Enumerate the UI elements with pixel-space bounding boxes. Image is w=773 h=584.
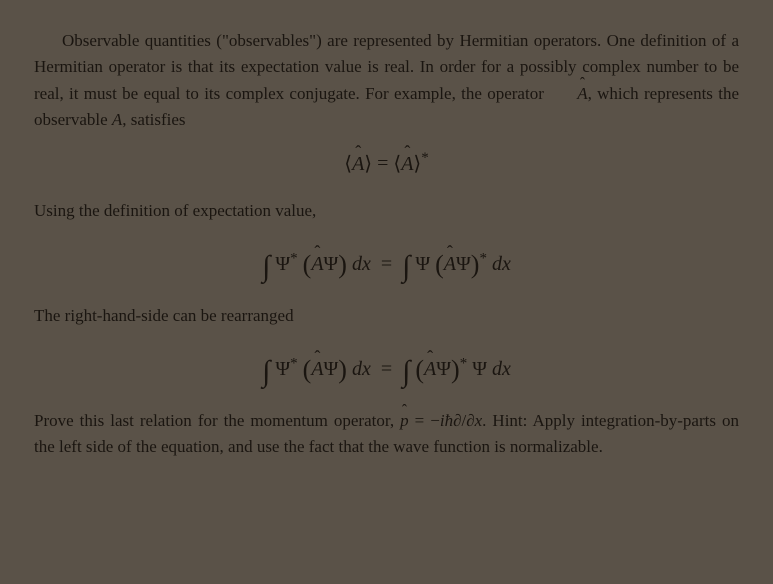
- paragraph-1: Observable quantities ("observables") ar…: [34, 28, 739, 133]
- paragraph-4: Prove this last relation for the momentu…: [34, 408, 739, 461]
- p4-text: Prove this last relation for the momentu…: [34, 411, 739, 456]
- equation-1: ⟨A⟩ = ⟨A⟩*: [34, 147, 739, 180]
- equation-3: ∫ Ψ* (AΨ) dx = ∫ (AΨ)* Ψ dx: [34, 343, 739, 390]
- paragraph-2: Using the definition of expectation valu…: [34, 198, 739, 224]
- equation-2: ∫ Ψ* (AΨ) dx = ∫ Ψ (AΨ)* dx: [34, 238, 739, 285]
- p1-text: Observable quantities ("observables") ar…: [34, 31, 739, 129]
- page-content: Observable quantities ("observables") ar…: [0, 0, 773, 496]
- paragraph-3: The right-hand-side can be rearranged: [34, 303, 739, 329]
